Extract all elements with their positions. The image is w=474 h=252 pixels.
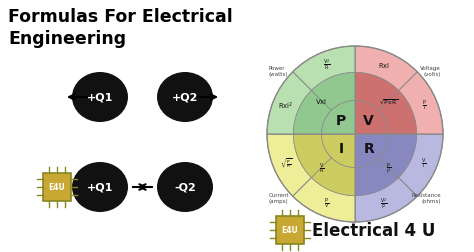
Wedge shape bbox=[267, 135, 311, 197]
Text: $\mathregular{\frac{V}{I}}$: $\mathregular{\frac{V}{I}}$ bbox=[421, 156, 427, 170]
Text: $\mathregular{\frac{P}{I}}$: $\mathregular{\frac{P}{I}}$ bbox=[422, 99, 427, 113]
Text: $\mathregular{\sqrt{PxR}}$: $\mathregular{\sqrt{PxR}}$ bbox=[379, 97, 398, 105]
Text: V: V bbox=[364, 114, 374, 128]
Text: $\mathregular{VxI}$: $\mathregular{VxI}$ bbox=[315, 97, 328, 106]
Text: Power
(watts): Power (watts) bbox=[269, 66, 288, 77]
FancyBboxPatch shape bbox=[276, 216, 304, 244]
Text: $\mathregular{\frac{V^2}{R}}$: $\mathregular{\frac{V^2}{R}}$ bbox=[322, 58, 330, 73]
Text: Electrical 4 U: Electrical 4 U bbox=[312, 221, 436, 239]
Text: Engineering: Engineering bbox=[8, 30, 126, 48]
Ellipse shape bbox=[72, 73, 128, 122]
Text: +Q1: +Q1 bbox=[87, 182, 113, 192]
Text: E4U: E4U bbox=[49, 183, 65, 192]
Text: $\mathregular{\frac{V^2}{P}}$: $\mathregular{\frac{V^2}{P}}$ bbox=[380, 196, 387, 211]
Wedge shape bbox=[399, 135, 443, 197]
Wedge shape bbox=[355, 178, 417, 222]
Text: $\mathregular{RxI^2}$: $\mathregular{RxI^2}$ bbox=[278, 100, 293, 112]
Text: $\mathregular{\frac{P}{I^2}}$: $\mathregular{\frac{P}{I^2}}$ bbox=[386, 161, 392, 175]
Text: I: I bbox=[339, 141, 344, 155]
Text: $\mathregular{RxI}$: $\mathregular{RxI}$ bbox=[378, 61, 390, 70]
Wedge shape bbox=[293, 135, 355, 196]
Text: Current
(amps): Current (amps) bbox=[269, 192, 290, 203]
Text: +Q2: +Q2 bbox=[172, 93, 198, 103]
Wedge shape bbox=[355, 101, 388, 135]
Wedge shape bbox=[399, 73, 443, 135]
Wedge shape bbox=[355, 47, 417, 91]
Text: E4U: E4U bbox=[282, 226, 298, 235]
Wedge shape bbox=[355, 135, 417, 196]
Text: +Q1: +Q1 bbox=[87, 93, 113, 103]
Text: Resistance
(ohms): Resistance (ohms) bbox=[411, 192, 441, 203]
Wedge shape bbox=[321, 101, 355, 135]
Wedge shape bbox=[293, 47, 355, 91]
FancyBboxPatch shape bbox=[43, 173, 71, 201]
Ellipse shape bbox=[157, 73, 213, 122]
Wedge shape bbox=[321, 135, 355, 168]
Text: $\mathregular{\sqrt{\frac{P}{R}}}$: $\mathregular{\sqrt{\frac{P}{R}}}$ bbox=[280, 156, 292, 170]
Text: Formulas For Electrical: Formulas For Electrical bbox=[8, 8, 233, 26]
Wedge shape bbox=[293, 178, 355, 222]
Wedge shape bbox=[355, 73, 417, 135]
Text: $\mathregular{\frac{P}{V}}$: $\mathregular{\frac{P}{V}}$ bbox=[324, 196, 329, 210]
Text: P: P bbox=[336, 114, 346, 128]
Ellipse shape bbox=[157, 162, 213, 212]
Wedge shape bbox=[355, 135, 388, 168]
Text: R: R bbox=[364, 141, 374, 155]
Text: -Q2: -Q2 bbox=[174, 182, 196, 192]
Text: $\mathregular{\frac{V}{R}}$: $\mathregular{\frac{V}{R}}$ bbox=[319, 161, 324, 175]
Wedge shape bbox=[293, 73, 355, 135]
Ellipse shape bbox=[72, 162, 128, 212]
Wedge shape bbox=[267, 73, 311, 135]
Text: Voltage
(volts): Voltage (volts) bbox=[420, 66, 441, 77]
